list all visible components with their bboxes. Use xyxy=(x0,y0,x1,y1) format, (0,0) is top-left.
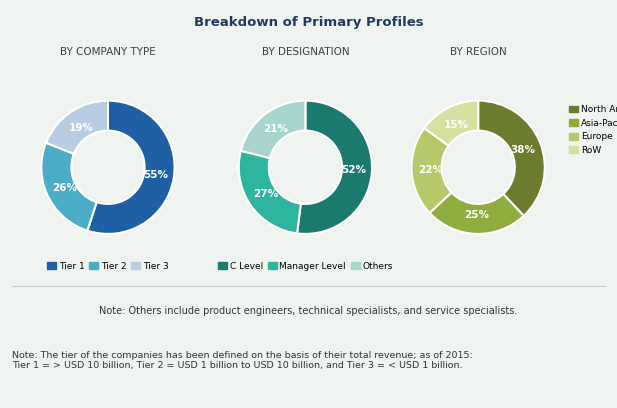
Text: 15%: 15% xyxy=(444,120,469,129)
Text: BY COMPANY TYPE: BY COMPANY TYPE xyxy=(60,47,156,57)
Text: 19%: 19% xyxy=(68,122,93,133)
Wedge shape xyxy=(239,151,301,233)
Wedge shape xyxy=(478,101,545,216)
Text: 27%: 27% xyxy=(253,189,278,199)
Text: 55%: 55% xyxy=(143,170,168,180)
Text: 22%: 22% xyxy=(418,165,443,175)
Legend: C Level, Manager Level, Others: C Level, Manager Level, Others xyxy=(218,262,392,271)
Wedge shape xyxy=(412,128,452,213)
Text: Note: The tier of the companies has been defined on the basis of their total rev: Note: The tier of the companies has been… xyxy=(12,351,473,370)
Text: 26%: 26% xyxy=(52,183,77,193)
Text: BY DESIGNATION: BY DESIGNATION xyxy=(262,47,349,57)
Wedge shape xyxy=(424,101,478,146)
Text: 25%: 25% xyxy=(464,210,489,220)
Text: 52%: 52% xyxy=(341,165,366,175)
Wedge shape xyxy=(297,101,372,234)
Wedge shape xyxy=(88,101,175,234)
Wedge shape xyxy=(41,143,97,231)
Legend: North America, Asia-Pacific, Europe, RoW: North America, Asia-Pacific, Europe, RoW xyxy=(569,105,617,155)
Text: Note: Others include product engineers, technical specialists, and service speci: Note: Others include product engineers, … xyxy=(99,306,518,316)
Text: BY REGION: BY REGION xyxy=(450,47,507,57)
Legend: Tier 1, Tier 2, Tier 3: Tier 1, Tier 2, Tier 3 xyxy=(48,262,168,271)
Wedge shape xyxy=(429,192,524,234)
Text: 21%: 21% xyxy=(263,124,289,134)
Text: 38%: 38% xyxy=(510,144,536,155)
Wedge shape xyxy=(46,101,108,154)
Wedge shape xyxy=(241,101,305,158)
Text: Breakdown of Primary Profiles: Breakdown of Primary Profiles xyxy=(194,16,423,29)
